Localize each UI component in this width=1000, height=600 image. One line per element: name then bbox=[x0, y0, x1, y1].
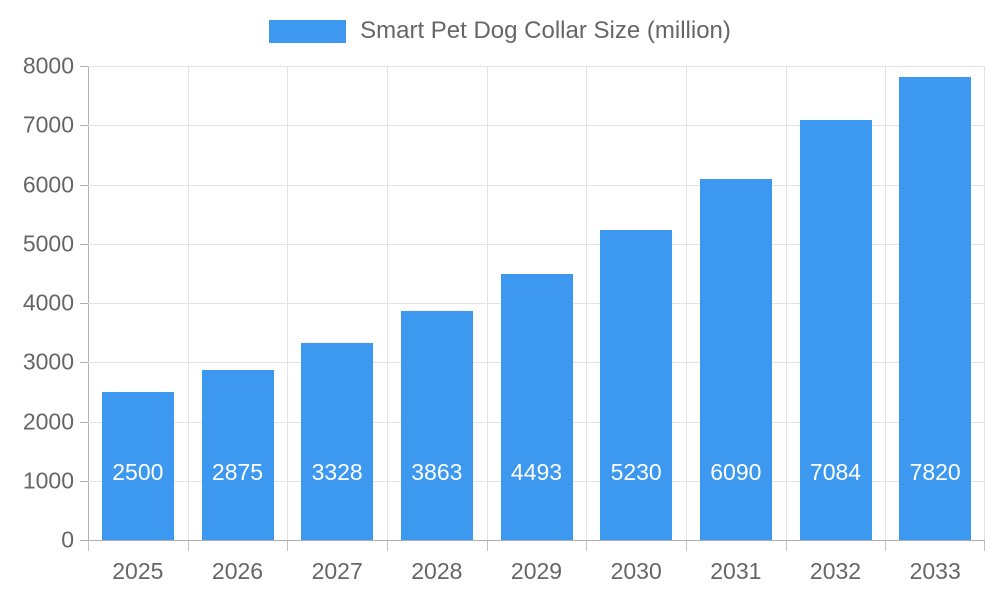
bar-value-label: 7084 bbox=[809, 459, 862, 485]
gridline-vertical bbox=[387, 66, 388, 540]
bar[interactable]: 7820 bbox=[899, 76, 972, 540]
y-axis-tick bbox=[80, 184, 88, 186]
gridline-vertical bbox=[984, 66, 985, 540]
x-axis-tick-label: 2032 bbox=[809, 558, 862, 584]
x-axis-tick bbox=[984, 541, 985, 551]
chart-legend: Smart Pet Dog Collar Size (million) bbox=[0, 14, 1000, 48]
gridline-vertical bbox=[586, 66, 587, 540]
y-axis-tick bbox=[80, 362, 88, 364]
x-axis-tick-label: 2031 bbox=[710, 558, 762, 584]
x-axis-tick-label: 2027 bbox=[311, 558, 363, 584]
x-axis-tick bbox=[686, 541, 687, 551]
x-axis-tick bbox=[786, 541, 787, 551]
x-axis-tick-label: 2030 bbox=[610, 558, 662, 584]
x-axis-tick-label: 2026 bbox=[211, 558, 264, 584]
legend-item-label: Smart Pet Dog Collar Size (million) bbox=[360, 17, 731, 44]
gridline-vertical bbox=[188, 66, 189, 540]
y-axis-tick bbox=[80, 66, 88, 67]
y-axis-tick bbox=[80, 125, 88, 127]
x-axis-tick bbox=[287, 541, 288, 551]
gridline-horizontal bbox=[88, 125, 985, 127]
gridline-vertical bbox=[686, 66, 687, 540]
y-axis-tick bbox=[80, 243, 88, 245]
bar[interactable]: 4493 bbox=[500, 273, 573, 540]
bar[interactable]: 5230 bbox=[600, 230, 673, 540]
legend-color-swatch-icon bbox=[269, 19, 347, 43]
gridline-horizontal bbox=[88, 243, 985, 245]
bar[interactable]: 3863 bbox=[400, 311, 473, 540]
y-axis-tick-label: 3000 bbox=[22, 348, 74, 375]
y-axis-tick-label: 1000 bbox=[22, 467, 74, 494]
y-axis-tick-label: 2000 bbox=[22, 408, 74, 434]
x-axis-tick-label: 2025 bbox=[112, 558, 164, 584]
x-axis-tick-label: 2033 bbox=[909, 558, 961, 584]
bar[interactable]: 2875 bbox=[201, 369, 274, 540]
gridline-horizontal bbox=[88, 184, 985, 186]
bar-value-label: 6090 bbox=[710, 459, 762, 485]
bar-value-label: 7820 bbox=[909, 459, 961, 485]
plot-area: 2500 2875 3328 3863 4493 5230 6090 7084 7820 bbox=[88, 66, 985, 540]
y-axis-tick-label: 7000 bbox=[22, 111, 74, 138]
gridline-vertical bbox=[885, 66, 886, 540]
x-axis-tick bbox=[586, 541, 587, 551]
bar-value-label: 3863 bbox=[411, 459, 463, 485]
bar-value-label: 4493 bbox=[510, 459, 563, 485]
gridline-vertical bbox=[487, 66, 488, 540]
y-axis-tick-label: 8000 bbox=[22, 52, 74, 79]
bar-value-label: 5230 bbox=[610, 459, 662, 485]
bar[interactable]: 3328 bbox=[301, 342, 374, 540]
y-axis-tick-label: 6000 bbox=[22, 171, 74, 197]
y-axis-tick bbox=[80, 421, 88, 423]
x-axis-tick bbox=[387, 541, 388, 551]
gridline-horizontal bbox=[88, 66, 985, 67]
x-axis-tick bbox=[487, 541, 488, 551]
x-axis-tick bbox=[885, 541, 886, 551]
gridline-vertical bbox=[287, 66, 288, 540]
y-axis-tick-label: 5000 bbox=[22, 230, 74, 257]
x-axis-tick-label: 2028 bbox=[411, 558, 463, 584]
y-axis-tick bbox=[80, 540, 88, 541]
bar[interactable]: 7084 bbox=[799, 120, 872, 540]
x-axis-tick-label: 2029 bbox=[510, 558, 563, 584]
x-axis-tick bbox=[188, 541, 189, 551]
x-axis-tick bbox=[88, 541, 89, 551]
bar-value-label: 2500 bbox=[112, 459, 164, 485]
gridline-vertical bbox=[786, 66, 787, 540]
y-axis-tick-label: 0 bbox=[61, 526, 74, 553]
y-axis-tick-label: 4000 bbox=[22, 289, 74, 316]
y-axis-tick bbox=[80, 303, 88, 304]
y-axis-tick bbox=[80, 480, 88, 482]
bar-value-label: 3328 bbox=[311, 459, 363, 485]
bar[interactable]: 2500 bbox=[101, 391, 174, 540]
legend-item-smart-pet-dog-collar-size[interactable]: Smart Pet Dog Collar Size (million) bbox=[269, 19, 731, 43]
bar-value-label: 2875 bbox=[211, 459, 264, 485]
bar[interactable]: 6090 bbox=[699, 179, 772, 540]
x-axis-line bbox=[88, 540, 985, 541]
